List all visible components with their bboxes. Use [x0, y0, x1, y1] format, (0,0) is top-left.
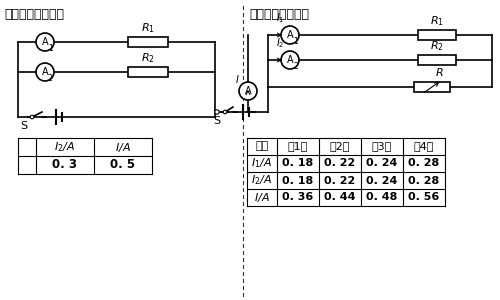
Text: 第1次: 第1次 — [288, 142, 308, 152]
Text: A: A — [286, 30, 294, 40]
Text: $I_2$/A: $I_2$/A — [252, 174, 272, 188]
Bar — [418, 55, 456, 65]
Text: $I$/A: $I$/A — [254, 191, 270, 204]
Text: 第4次: 第4次 — [414, 142, 434, 152]
Text: $R_1$: $R_1$ — [141, 21, 155, 35]
Circle shape — [30, 115, 34, 119]
Text: 冬冬的实验及记录: 冬冬的实验及记录 — [249, 8, 309, 21]
Text: 0. 5: 0. 5 — [110, 158, 136, 172]
Text: 0. 56: 0. 56 — [408, 193, 440, 202]
Text: 0. 48: 0. 48 — [366, 193, 398, 202]
Text: $R_2$: $R_2$ — [141, 51, 155, 65]
Bar — [128, 67, 168, 77]
Circle shape — [281, 51, 299, 69]
Text: 0. 28: 0. 28 — [408, 158, 440, 169]
Text: 0. 18: 0. 18 — [282, 176, 314, 185]
Text: $I_2$/A: $I_2$/A — [54, 140, 76, 154]
Text: 0. 24: 0. 24 — [366, 158, 398, 169]
Text: $I_2$: $I_2$ — [276, 36, 284, 50]
Text: 0. 18: 0. 18 — [282, 158, 314, 169]
Circle shape — [223, 110, 227, 114]
Text: 小明的实验及记录: 小明的实验及记录 — [4, 8, 64, 21]
Circle shape — [36, 63, 54, 81]
Text: 第3次: 第3次 — [372, 142, 392, 152]
Circle shape — [215, 110, 219, 114]
Text: A: A — [244, 86, 252, 96]
Circle shape — [281, 26, 299, 44]
Text: 0. 3: 0. 3 — [52, 158, 78, 172]
Text: S: S — [20, 121, 27, 131]
Text: $I_1$/A: $I_1$/A — [252, 157, 272, 170]
Text: 1: 1 — [48, 44, 53, 53]
Text: 2: 2 — [293, 62, 298, 71]
Text: 0. 28: 0. 28 — [408, 176, 440, 185]
Circle shape — [239, 82, 257, 100]
Text: $I$: $I$ — [236, 73, 240, 85]
Text: 1: 1 — [293, 37, 298, 46]
Text: $I_1$: $I_1$ — [276, 11, 284, 25]
Text: $R$: $R$ — [435, 66, 444, 78]
Text: $I$/A: $I$/A — [115, 140, 131, 154]
Circle shape — [36, 33, 54, 51]
Text: 2: 2 — [48, 74, 53, 83]
Text: 0. 24: 0. 24 — [366, 176, 398, 185]
Bar — [418, 30, 456, 40]
Text: 0. 36: 0. 36 — [282, 193, 314, 202]
Text: 0. 22: 0. 22 — [324, 176, 356, 185]
Text: S: S — [214, 116, 220, 126]
Text: 第2次: 第2次 — [330, 142, 350, 152]
Text: $R_1$: $R_1$ — [430, 14, 444, 28]
Bar — [414, 82, 450, 92]
Text: 0. 22: 0. 22 — [324, 158, 356, 169]
Text: 0. 44: 0. 44 — [324, 193, 356, 202]
Text: 电流: 电流 — [256, 142, 268, 152]
Text: A: A — [42, 37, 48, 47]
Text: $R_2$: $R_2$ — [430, 39, 444, 53]
Bar — [128, 37, 168, 47]
Text: A: A — [42, 67, 48, 77]
Text: A: A — [286, 55, 294, 65]
